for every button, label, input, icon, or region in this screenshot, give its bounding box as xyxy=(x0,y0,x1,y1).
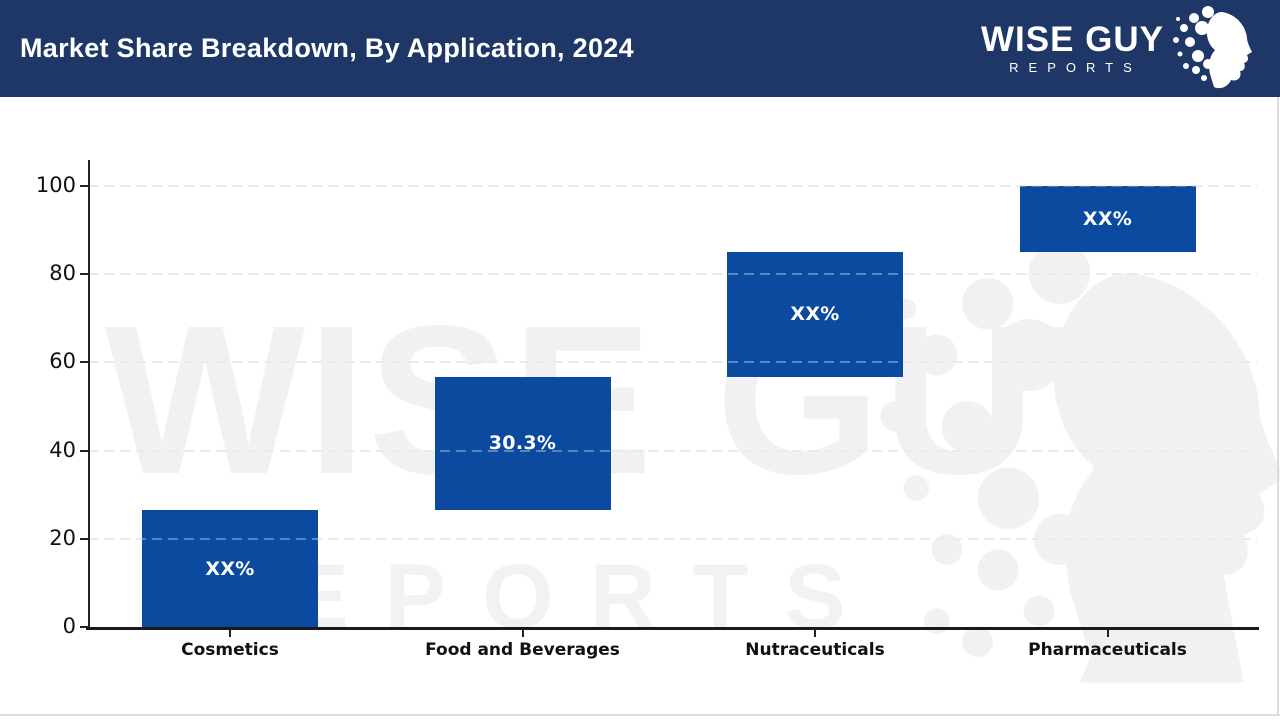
gridline-overlay xyxy=(88,537,1257,540)
gridline xyxy=(88,361,1257,364)
gridline xyxy=(88,185,1257,187)
x-axis-tick xyxy=(814,629,816,637)
y-axis-tick xyxy=(80,273,88,276)
x-axis-line xyxy=(86,627,1259,630)
bar-nutraceuticals: XX% xyxy=(727,252,903,377)
frame-right-edge xyxy=(1277,97,1279,716)
bar-value-label: XX% xyxy=(205,557,255,580)
logo-wordmark: WISE GUY xyxy=(980,20,1164,59)
bar-value-label: 30.3% xyxy=(488,432,557,455)
y-axis-tick xyxy=(80,449,88,452)
y-axis-line xyxy=(88,160,90,629)
y-tick-label: 0 xyxy=(62,614,76,638)
x-axis-tick xyxy=(1106,629,1109,637)
bar-pharmaceuticals: XX% xyxy=(1019,186,1196,253)
x-tick-label: Pharmaceuticals xyxy=(1028,640,1187,660)
bar-cosmetics: XX% xyxy=(142,510,318,627)
y-axis-tick xyxy=(80,361,88,364)
gridline-overlay xyxy=(88,185,1257,187)
y-tick-label: 60 xyxy=(49,349,76,374)
x-axis-tick xyxy=(521,629,524,637)
y-axis-tick xyxy=(80,626,88,628)
y-tick-label: 20 xyxy=(49,525,76,550)
watermark-head-icon xyxy=(880,242,1280,683)
x-tick-label: Cosmetics xyxy=(181,640,279,660)
y-tick-label: 100 xyxy=(35,173,76,197)
y-axis-tick xyxy=(80,185,88,187)
bar-value-label: XX% xyxy=(1082,208,1133,231)
header-bar: Market Share Breakdown, By Application, … xyxy=(0,0,1280,97)
bar-food-and-beverages: 30.3% xyxy=(434,376,611,511)
page-title: Market Share Breakdown, By Application, … xyxy=(20,33,634,63)
gridline xyxy=(88,537,1257,540)
y-axis-tick xyxy=(80,537,88,540)
gridline xyxy=(88,449,1257,452)
wise-guy-reports-logo: WISE GUY REPORTS xyxy=(981,5,1254,92)
gridline xyxy=(88,273,1257,276)
logo-head-icon xyxy=(1173,5,1252,88)
x-axis-tick xyxy=(229,629,231,637)
y-tick-label: 80 xyxy=(49,261,76,286)
gridline-overlay xyxy=(88,449,1257,452)
x-tick-label: Food and Beverages xyxy=(425,640,620,660)
frame-bottom-edge xyxy=(0,714,1280,716)
gridline-overlay xyxy=(88,361,1257,364)
logo-text: WISE GUY REPORTS xyxy=(981,22,1164,75)
logo-subtitle: REPORTS xyxy=(1009,60,1142,75)
y-tick-label: 40 xyxy=(49,437,76,462)
x-tick-label: Nutraceuticals xyxy=(745,640,885,660)
gridline-overlay xyxy=(88,273,1257,276)
bar-value-label: XX% xyxy=(790,303,840,326)
